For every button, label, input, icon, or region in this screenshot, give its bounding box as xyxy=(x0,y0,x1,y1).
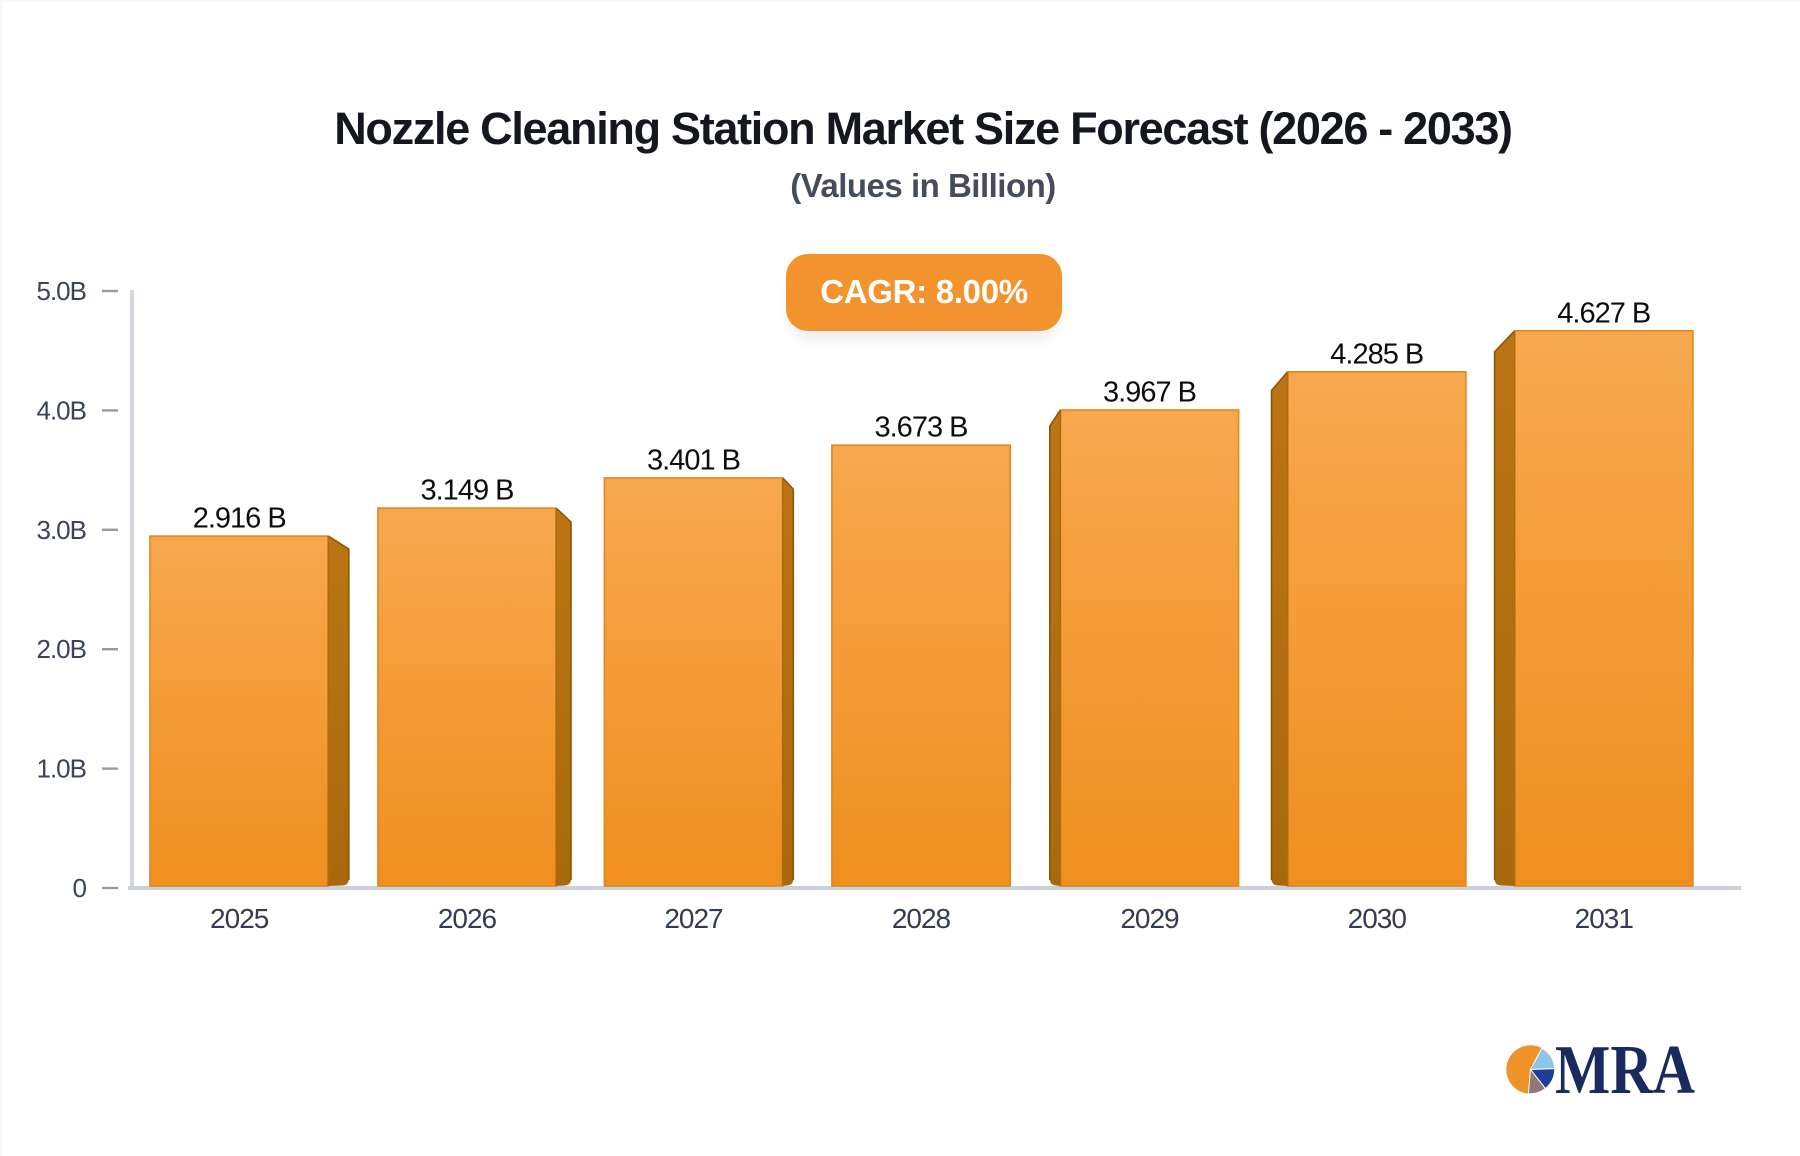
svg-text:2031: 2031 xyxy=(1575,903,1634,934)
svg-text:3.967 B: 3.967 B xyxy=(1103,377,1196,409)
svg-text:3.0B: 3.0B xyxy=(37,515,87,545)
svg-text:1.0B: 1.0B xyxy=(37,754,87,784)
svg-text:3.401 B: 3.401 B xyxy=(647,444,740,476)
svg-text:2030: 2030 xyxy=(1348,903,1407,934)
svg-text:3.149 B: 3.149 B xyxy=(421,475,514,507)
svg-text:MRA: MRA xyxy=(1555,1032,1695,1109)
svg-text:2026: 2026 xyxy=(438,903,497,934)
svg-text:4.627 B: 4.627 B xyxy=(1557,297,1650,329)
svg-text:(Values in Billion): (Values in Billion) xyxy=(790,167,1056,204)
svg-text:2027: 2027 xyxy=(664,903,723,934)
svg-text:0: 0 xyxy=(73,873,87,903)
svg-text:5.0B: 5.0B xyxy=(37,276,87,306)
svg-text:Nozzle Cleaning Station Market: Nozzle Cleaning Station Market Size Fore… xyxy=(334,103,1512,154)
svg-text:3.673 B: 3.673 B xyxy=(875,412,968,444)
svg-text:4.0B: 4.0B xyxy=(37,395,87,425)
svg-text:2.916 B: 2.916 B xyxy=(193,503,286,535)
svg-text:4.285 B: 4.285 B xyxy=(1330,338,1423,370)
svg-text:2029: 2029 xyxy=(1120,903,1179,934)
svg-text:CAGR: 8.00%: CAGR: 8.00% xyxy=(820,273,1028,310)
svg-text:2028: 2028 xyxy=(892,903,951,934)
svg-text:2.0B: 2.0B xyxy=(37,634,87,664)
svg-text:2025: 2025 xyxy=(210,903,269,934)
